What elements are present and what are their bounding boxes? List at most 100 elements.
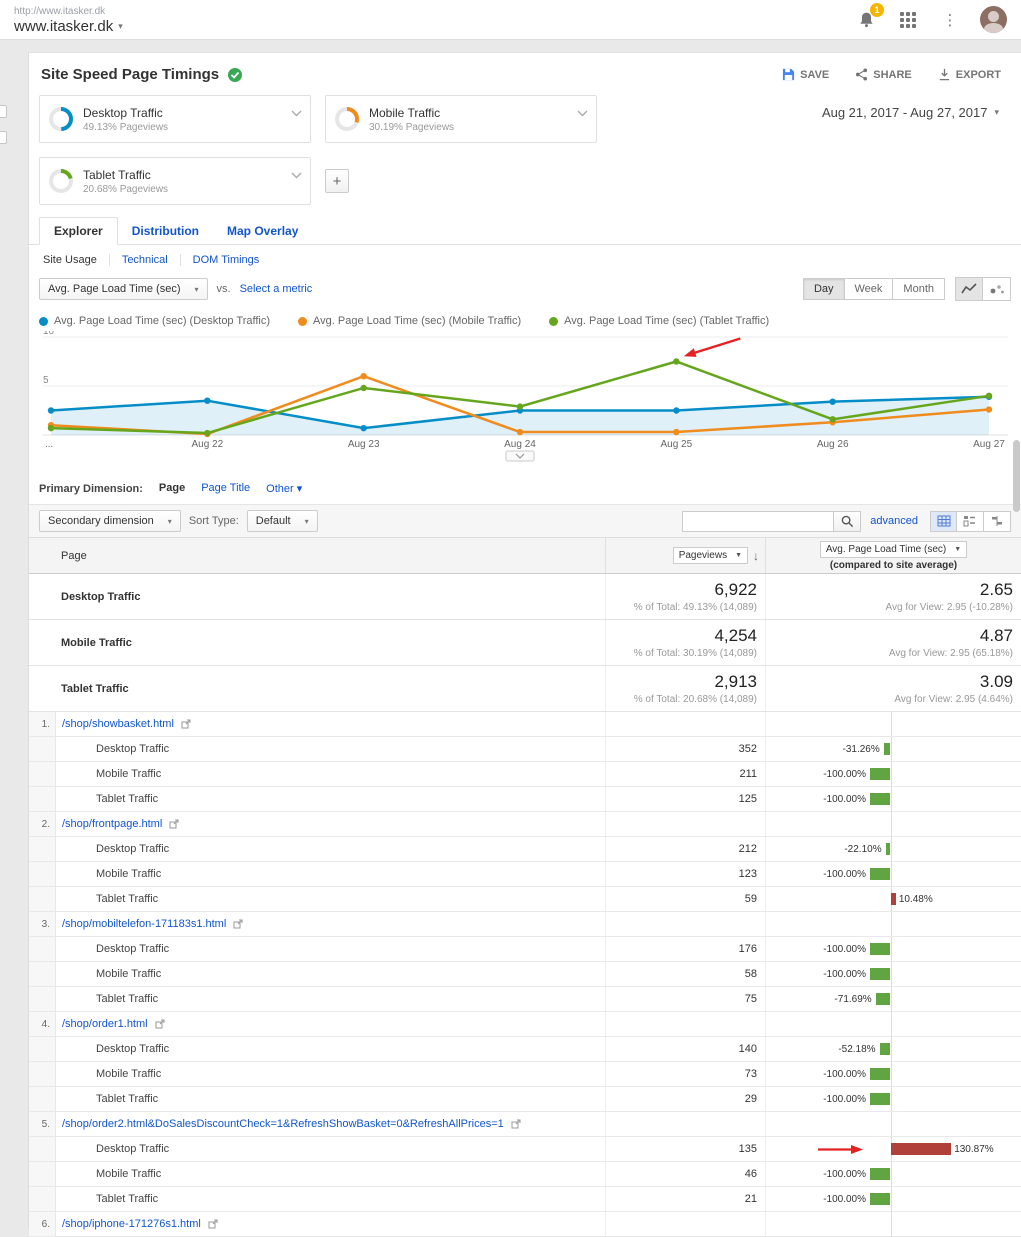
search-button[interactable] [834,510,862,532]
save-button[interactable]: SAVE [782,68,829,81]
date-range-selector[interactable]: Aug 21, 2017 - Aug 27, 2017 ▾ [822,105,999,120]
segment-cell: Mobile Traffic [56,1062,605,1086]
metric-selector[interactable]: Avg. Page Load Time (sec) ▾ [39,278,208,300]
caret-down-icon: ▼ [735,552,742,559]
metric-cell: 130.87% [765,1137,1021,1161]
scrollbar-thumb[interactable] [1013,440,1020,512]
row-number: 6. [29,1212,56,1236]
granularity-month[interactable]: Month [893,278,945,300]
tab-map-overlay[interactable]: Map Overlay [227,224,299,238]
segment-name: Mobile Traffic [96,1168,162,1180]
open-in-new-icon[interactable] [169,819,179,829]
summary-row: Tablet Traffic 2,913 % of Total: 20.68% (1… [29,666,1021,712]
timeseries-chart[interactable]: 5 10... Aug 22 Aug 23 Aug 24 Aug 25 Aug 26 Aug … [39,326,1012,465]
pageviews-cell [605,1112,765,1136]
segment-sub-row: Desktop Traffic 176 -100.00% [29,937,1021,962]
metric-column-selector[interactable]: Avg. Page Load Time (sec) ▼ [819,540,968,558]
pivot-view-button[interactable] [957,510,984,532]
page-link[interactable]: /shop/showbasket.html [62,718,174,730]
dimension-page[interactable]: Page [158,482,186,494]
row-number: 3. [29,912,56,936]
page-link[interactable]: /shop/order2.html&DoSalesDiscountCheck=1… [62,1118,504,1130]
segment-cell: Mobile Traffic [56,1162,605,1186]
sort-direction-icon[interactable]: ↓ [753,548,759,563]
add-segment-button[interactable]: + [325,169,349,193]
metric-cell: -100.00% [765,762,1021,786]
collapsed-sidebar-tab[interactable] [0,105,7,118]
open-in-new-icon[interactable] [233,919,243,929]
open-in-new-icon[interactable] [208,1219,218,1229]
deviation-bar [885,843,890,855]
deviation-bar [870,768,890,780]
metric-cell: 4.87 Avg for View: 2.95 (65.18%) [765,620,1021,665]
metric-cell: -100.00% [765,962,1021,986]
pageviews-cell: 2,913 % of Total: 20.68% (14,089) [605,666,765,711]
pageviews-cell: 21 [605,1187,765,1211]
pageviews-column-selector[interactable]: Pageviews ▼ [672,547,748,564]
verified-icon [228,67,243,82]
collapsed-sidebar-tab[interactable] [0,131,7,144]
scrollbar[interactable] [1012,40,1021,1229]
legend-dot [39,316,48,326]
page-link[interactable]: /shop/mobiltelefon-171183s1.html [62,918,227,930]
avatar[interactable] [980,6,1007,33]
advanced-link[interactable]: advanced [870,515,918,527]
primary-dimension-options: Page Page Title Other ▾ [159,482,302,495]
motion-chart-toggle-button[interactable] [983,277,1011,301]
secondary-dimension-button[interactable]: Secondary dimension ▾ [39,510,181,532]
subtab-technical[interactable]: Technical [108,254,180,266]
segment-name: Mobile Traffic [96,868,162,880]
subtab-dom-timings[interactable]: DOM Timings [179,254,272,266]
notifications-button[interactable]: 1 [854,2,884,32]
table-view-icon [937,515,950,527]
column-header-page[interactable]: Page [61,549,87,562]
export-button[interactable]: EXPORT [938,68,1001,81]
account-selector[interactable]: www.itasker.dk ▾ [14,18,123,35]
pageviews-cell: 46 [605,1162,765,1186]
subtab-site-usage[interactable]: Site Usage [43,254,97,266]
open-in-new-icon[interactable] [181,719,191,729]
pageviews-cell: 135 [605,1137,765,1161]
segment-card[interactable]: Mobile Traffic 30.19% Pageviews [325,95,597,143]
dimension-page-title[interactable]: Page Title [201,482,251,494]
metric-cell: -100.00% [765,1162,1021,1186]
segment-cell: Tablet Traffic [56,887,605,911]
save-icon [783,68,795,81]
granularity-day[interactable]: Day [802,278,845,300]
apps-menu-button[interactable] [896,8,920,32]
open-in-new-icon[interactable] [511,1119,521,1129]
deviation-bar [891,1143,952,1155]
select-metric-link[interactable]: Select a metric [239,283,313,295]
page-link[interactable]: /shop/frontpage.html [62,818,163,830]
open-in-new-icon[interactable] [155,1019,165,1029]
segment-donut-icon [335,107,359,131]
segment-card[interactable]: Desktop Traffic 49.13% Pageviews [39,95,311,143]
page-title: Site Speed Page Timings [41,66,220,83]
summary-rows: Desktop Traffic 6,922 % of Total: 49.13% (… [29,574,1021,712]
summary-row: Mobile Traffic 4,254 % of Total: 30.19% (1… [29,620,1021,666]
search-input[interactable] [682,510,835,532]
tab-explorer[interactable]: Explorer [39,217,118,245]
comparison-view-button[interactable] [984,510,1011,532]
timeline-handle[interactable] [505,450,535,462]
row-number [29,987,56,1011]
page-link[interactable]: /shop/iphone-171276s1.html [62,1218,201,1230]
segment-card[interactable]: Tablet Traffic 20.68% Pageviews [39,157,311,205]
granularity-week[interactable]: Week [844,278,894,300]
sort-type-button[interactable]: Default ▾ [246,510,318,532]
segment-sub-row: Mobile Traffic 123 -100.00% [29,862,1021,887]
overflow-menu-button[interactable]: ⋮ [942,11,958,29]
dimension-other[interactable]: Other ▾ [266,483,303,495]
segment-donut-icon [49,107,73,131]
legend-label: Avg. Page Load Time (sec) (Desktop Traff… [54,315,271,327]
data-table: Page Pageviews ▼ ↓ Avg. Page Load Time (… [29,538,1021,1237]
metric-cell: -100.00% [765,862,1021,886]
tab-distribution[interactable]: Distribution [131,224,200,238]
pageviews-cell: 352 [605,737,765,761]
table-view-button[interactable] [930,510,957,532]
segment-sub-row: Mobile Traffic 58 -100.00% [29,962,1021,987]
line-chart-toggle-button[interactable] [955,277,983,301]
page-link[interactable]: /shop/order1.html [62,1018,148,1030]
deviation-bar [870,1093,890,1105]
share-button[interactable]: SHARE [855,68,912,81]
